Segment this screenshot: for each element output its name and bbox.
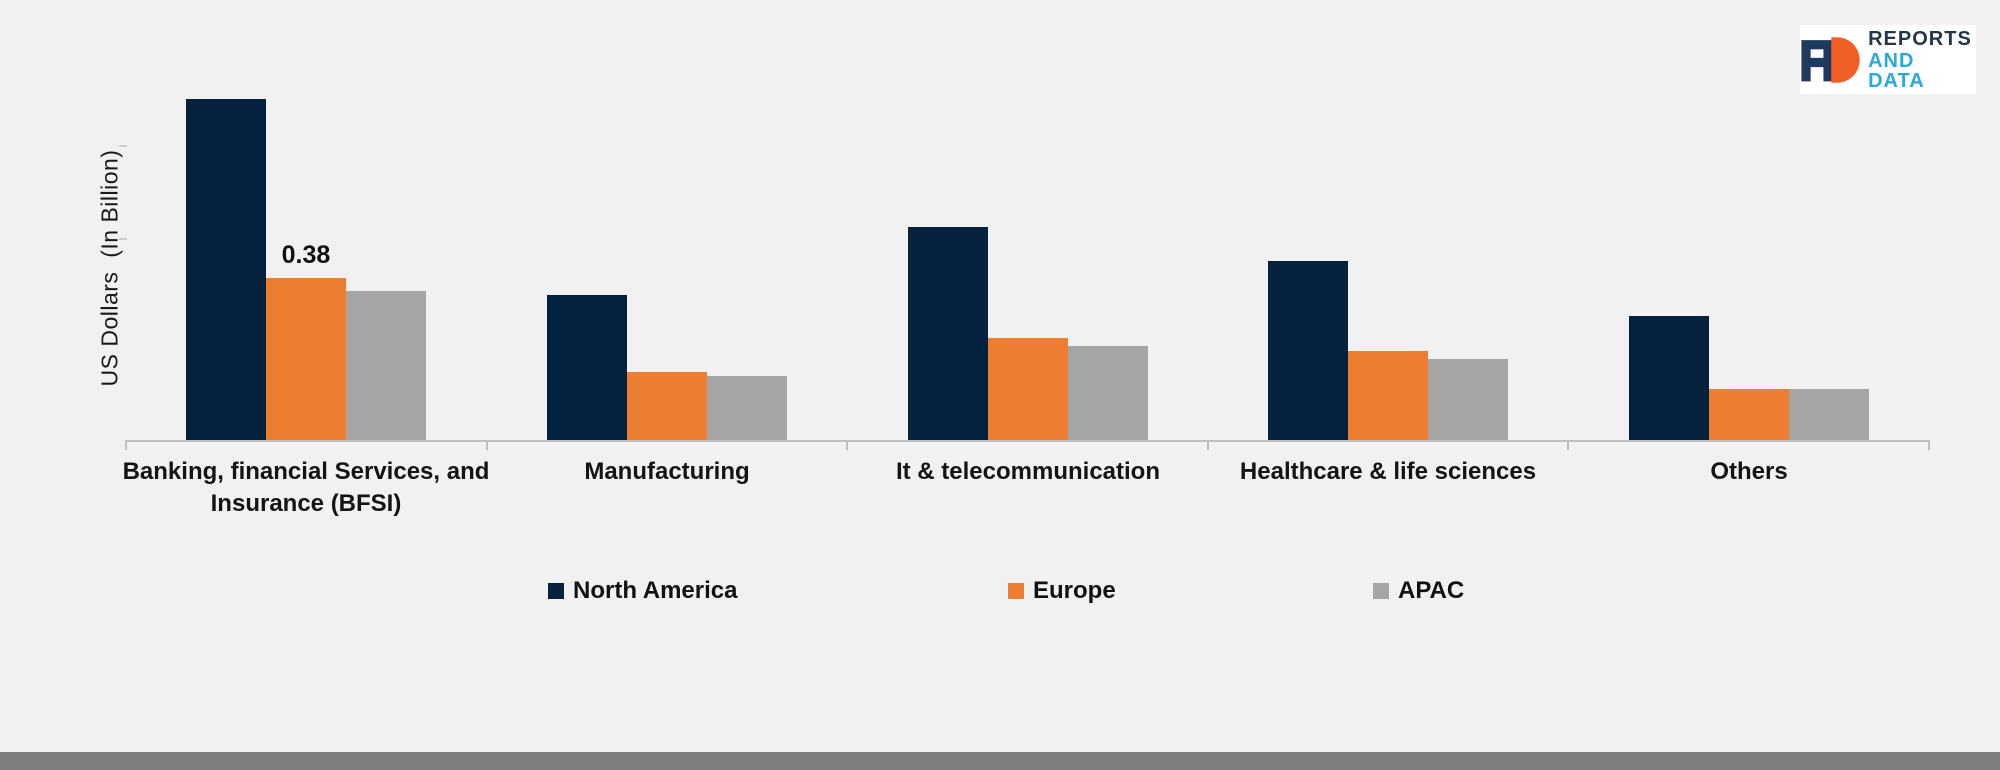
legend-label: North America	[573, 577, 738, 604]
legend-label: Europe	[1033, 577, 1116, 604]
legend-item-apac: APAC	[1373, 576, 1464, 606]
footer-bar	[0, 752, 2000, 770]
x-axis-tick	[486, 440, 488, 450]
bar-europe	[627, 372, 707, 440]
rd-monogram-icon	[1801, 36, 1860, 83]
x-axis-line	[126, 440, 1929, 442]
y-axis-label: US Dollars (In Billion)	[96, 149, 123, 387]
y-axis-tick	[119, 238, 127, 240]
category-label: Manufacturing	[584, 458, 750, 485]
bar-north-america	[186, 99, 266, 440]
legend-swatch	[548, 583, 564, 599]
bar-apac	[1428, 359, 1508, 440]
legend-swatch	[1373, 583, 1389, 599]
y-axis-tick	[119, 145, 127, 147]
bar-data-label: 0.38	[281, 241, 331, 269]
legend-label: APAC	[1398, 577, 1465, 604]
category-label: Banking, financial Services, and Insuran…	[122, 458, 490, 517]
bar-europe	[988, 338, 1068, 440]
bar-europe	[266, 278, 346, 440]
bar-europe	[1348, 351, 1428, 440]
bar-apac	[1789, 389, 1869, 440]
bar-apac	[707, 376, 787, 440]
logo-text: REPORTS AND DATA	[1868, 29, 1976, 91]
bar-apac	[346, 291, 426, 440]
bar-europe	[1709, 389, 1789, 440]
x-axis-tick	[846, 440, 848, 450]
legend-item-north-america: North America	[548, 576, 737, 606]
bar-north-america	[547, 295, 627, 440]
legend-swatch	[1008, 583, 1024, 599]
x-axis-tick	[1207, 440, 1209, 450]
logo-and-data-text: AND DATA	[1868, 49, 1925, 92]
bar-north-america	[1268, 261, 1348, 440]
bar-north-america	[1629, 316, 1709, 440]
x-axis-tick	[1567, 440, 1569, 450]
bar-north-america	[908, 227, 988, 440]
logo-reports-text: REPORTS	[1868, 27, 1972, 50]
x-axis-tick	[125, 440, 127, 450]
bar-apac	[1068, 346, 1148, 440]
reports-and-data-logo: REPORTS AND DATA	[1800, 25, 1976, 94]
legend-item-europe: Europe	[1008, 576, 1116, 606]
category-label: It & telecommunication	[895, 458, 1161, 485]
category-label: Others	[1710, 458, 1788, 485]
x-axis-tick	[1928, 440, 1930, 450]
category-label: Healthcare & life sciences	[1239, 458, 1537, 485]
